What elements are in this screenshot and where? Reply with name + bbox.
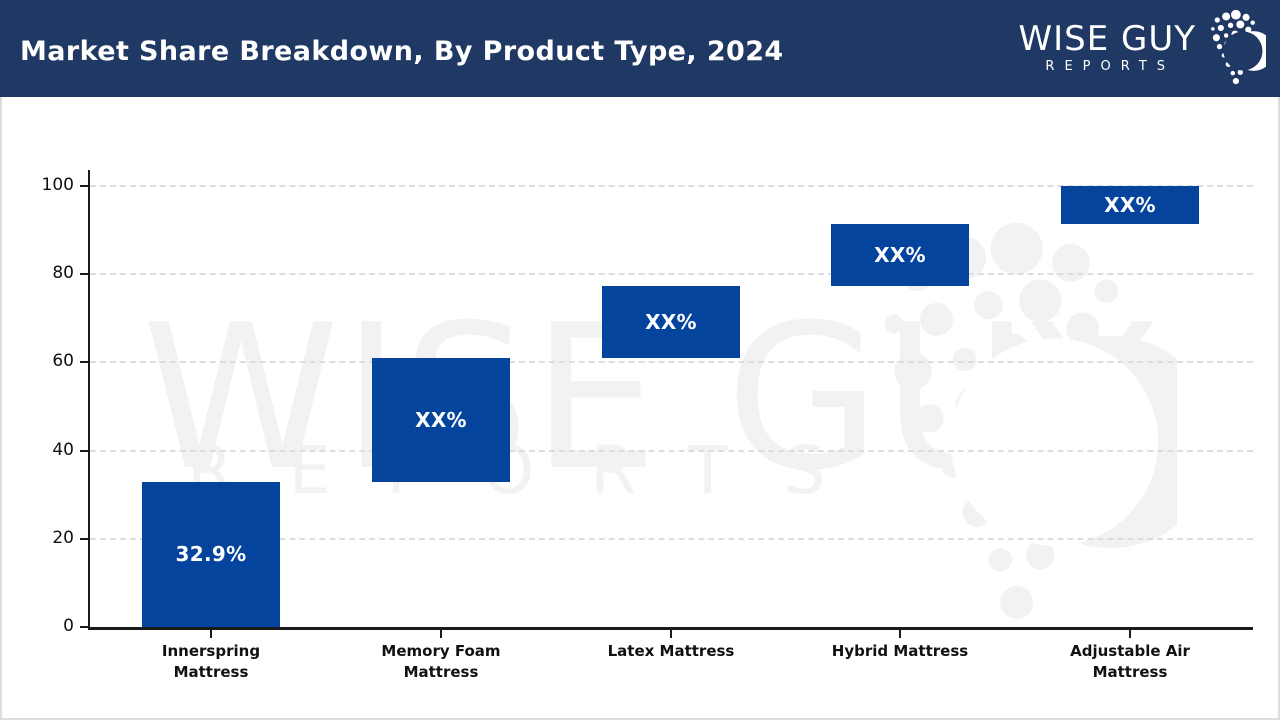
brand-subname: REPORTS bbox=[1045, 59, 1176, 74]
plot-area: 0 20 40 60 80 100 32.9% XX% XX% XX% XX% Innerspring… bbox=[0, 97, 1280, 720]
y-tick-60 bbox=[80, 361, 88, 364]
bar-value-label: XX% bbox=[874, 243, 926, 267]
y-axis bbox=[88, 170, 90, 629]
y-tick-40 bbox=[80, 449, 88, 452]
bar-value-label: XX% bbox=[415, 407, 467, 432]
y-tick-label-0: 0 bbox=[63, 616, 74, 636]
watermark-head-graphic bbox=[884, 222, 1177, 619]
bar-segment: 32.9% bbox=[142, 481, 280, 627]
y-tick-80 bbox=[80, 273, 88, 276]
brand-head-icon bbox=[1211, 10, 1266, 85]
gridline-80 bbox=[90, 273, 1253, 276]
bar-segment: XX% bbox=[372, 357, 510, 482]
gridline-60 bbox=[90, 361, 1253, 364]
bar-segment: XX% bbox=[831, 223, 969, 287]
x-category-label: Adjustable Air Mattress bbox=[1070, 642, 1190, 681]
x-category-label: Memory Foam Mattress bbox=[381, 642, 501, 681]
brand-name: WISE GUY bbox=[1018, 19, 1196, 59]
header-bar: Market Share Breakdown, By Product Type,… bbox=[0, 0, 1280, 97]
bar-value-label: XX% bbox=[1104, 192, 1156, 217]
page-title: Market Share Breakdown, By Product Type,… bbox=[20, 36, 784, 67]
y-tick-100 bbox=[80, 185, 88, 187]
y-tick-label-100: 100 bbox=[41, 175, 74, 195]
y-tick-label-40: 40 bbox=[52, 439, 74, 460]
y-tick-label-20: 20 bbox=[52, 527, 74, 548]
bar-segment: XX% bbox=[602, 286, 740, 358]
brand-logo-text: WISE GUY REPORTS bbox=[1018, 22, 1196, 74]
x-tick bbox=[1129, 630, 1131, 638]
x-category-label: Hybrid Mattress bbox=[831, 642, 969, 660]
brand-logo: WISE GUY REPORTS bbox=[1006, 6, 1266, 92]
bar-value-label: XX% bbox=[645, 310, 697, 335]
gridline-100 bbox=[90, 185, 1253, 187]
y-tick-0 bbox=[80, 626, 88, 628]
gridline-40 bbox=[90, 449, 1253, 452]
x-category-label: Innerspring Mattress bbox=[161, 642, 261, 681]
x-category-label: Latex Mattress bbox=[607, 642, 735, 660]
bar-value-label: 32.9% bbox=[175, 542, 247, 567]
x-tick bbox=[210, 630, 212, 638]
x-tick bbox=[670, 630, 672, 638]
y-tick-20 bbox=[80, 537, 88, 540]
x-axis bbox=[88, 627, 1253, 630]
bar-segment: XX% bbox=[1061, 186, 1199, 224]
y-tick-label-80: 80 bbox=[52, 263, 74, 284]
gridline-20 bbox=[90, 537, 1253, 540]
x-tick bbox=[899, 630, 901, 638]
y-tick-label-60: 60 bbox=[52, 351, 74, 372]
x-tick bbox=[440, 630, 442, 638]
